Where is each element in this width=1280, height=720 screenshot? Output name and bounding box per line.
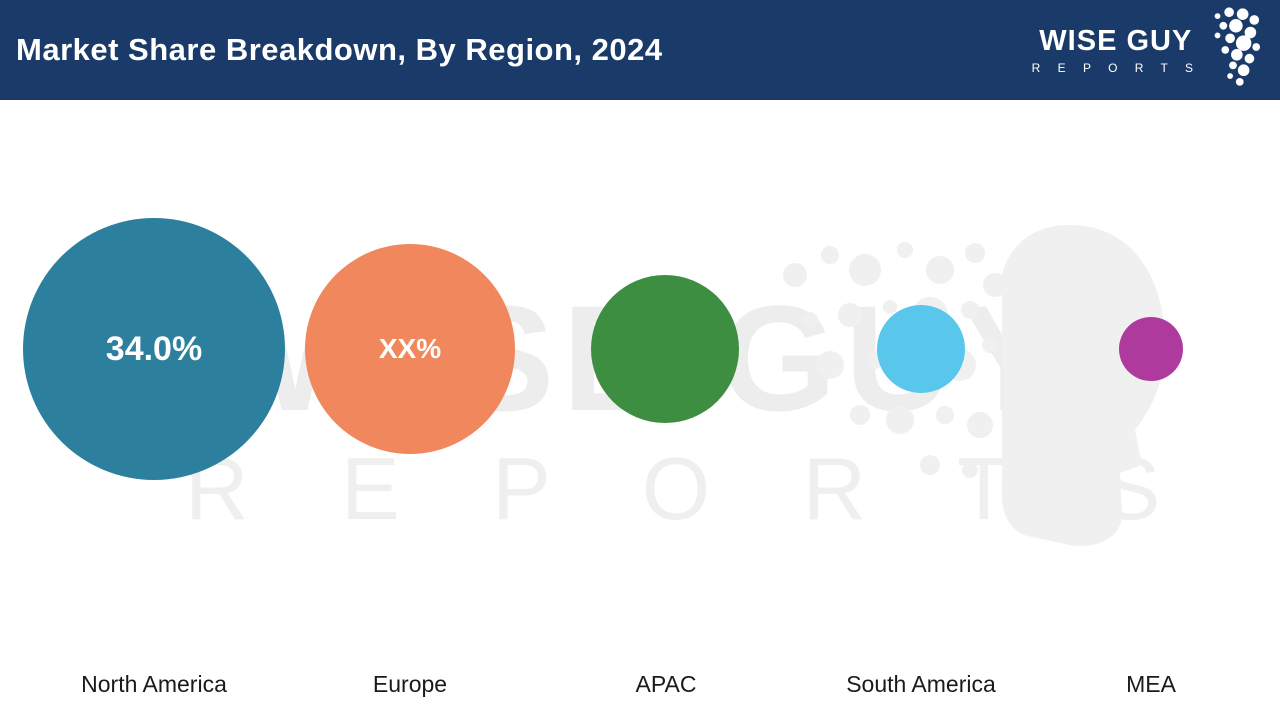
header-bar: Market Share Breakdown, By Region, 2024 … — [0, 0, 1280, 100]
logo-text: WISE GUY R E P O R T S — [1032, 25, 1200, 75]
dotted-head-profile-icon — [1204, 6, 1262, 95]
bubble-south-america — [877, 305, 965, 393]
bubble-north-america: 34.0% — [23, 218, 285, 480]
dotted-head-profile-watermark — [770, 215, 1170, 570]
category-label-north-america: North America — [81, 671, 227, 697]
bubble-europe: XX% — [305, 244, 515, 454]
category-label-south-america: South America — [846, 671, 996, 697]
logo-wordmark: WISE GUY — [1039, 25, 1193, 57]
bubble-value-europe: XX% — [378, 333, 442, 364]
category-label-apac: APAC — [635, 671, 697, 697]
logo-subtitle: R E P O R T S — [1031, 61, 1200, 75]
page-title: Market Share Breakdown, By Region, 2024 — [16, 32, 663, 67]
bubble-mea — [1119, 317, 1183, 381]
bubble-value-north-america: 34.0% — [105, 329, 203, 368]
category-label-europe: Europe — [372, 671, 448, 697]
bubble-apac — [591, 275, 739, 423]
watermark-subtitle: R E P O R T S — [185, 439, 1195, 538]
wise-guy-logo: WISE GUY R E P O R T S — [1032, 6, 1262, 95]
category-label-mea: MEA — [1126, 671, 1176, 697]
